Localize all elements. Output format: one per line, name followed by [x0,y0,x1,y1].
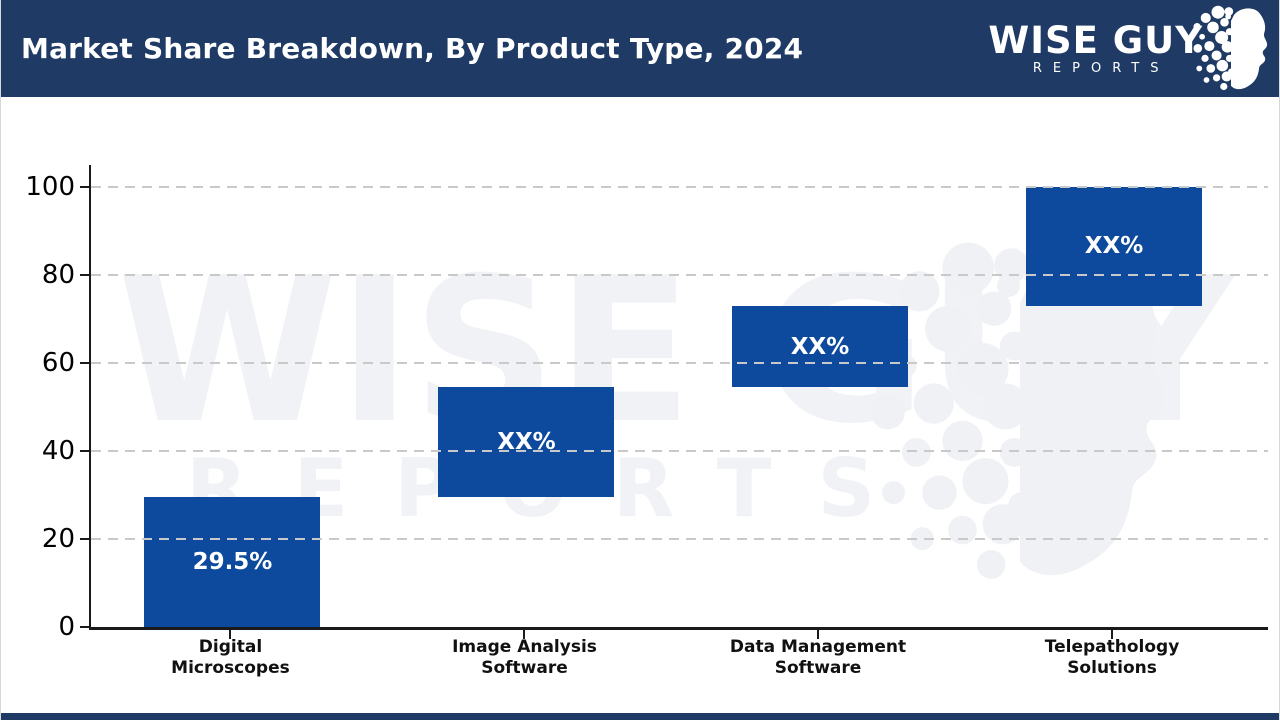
logo-wordmark: WISE GUY [988,19,1203,62]
x-tick-mark [817,630,820,639]
gridline-100 [91,186,1268,188]
x-category-label: Image Analysis Software [364,637,684,679]
y-tick-mark [80,626,89,628]
gridline-40 [91,450,1268,452]
bar-value-label: 29.5% [192,549,273,576]
waterfall-bar-2: XX% [438,387,615,498]
x-category-label-line2: Software [774,658,862,678]
logo-face-icon [1193,5,1268,90]
x-category-label-line1: Digital [198,637,263,657]
y-tick-label: 20 [41,524,75,554]
x-tick-mark [229,630,232,639]
y-tick-mark [80,274,89,276]
y-tick-label: 0 [58,612,75,642]
x-category-label-line2: Solutions [1067,658,1157,678]
y-tick-label: 40 [41,436,75,466]
chart-title: Market Share Breakdown, By Product Type,… [21,32,804,65]
y-tick-mark [80,362,89,364]
x-category-label-line2: Microscopes [171,658,290,678]
wise-guy-logo: WISE GUY REPORTS [988,5,1273,93]
x-category-label-line2: Software [481,658,568,678]
waterfall-bar-4: XX% [1026,187,1203,306]
x-category-label: Digital Microscopes [70,637,390,679]
x-category-label: Telepathology Solutions [952,637,1272,679]
y-tick-mark [80,450,89,452]
footer-bar [1,713,1279,720]
y-tick-label: 80 [41,260,75,290]
y-tick-label: 60 [41,348,75,378]
x-category-label: Data Management Software [658,637,978,679]
plot-area: 29.5% XX% XX% XX% [89,165,1268,630]
x-category-label-line1: Telepathology [1044,637,1180,657]
gridline-80 [91,274,1268,276]
x-category-label-line1: Image Analysis [452,637,597,657]
x-category-label-line1: Data Management [729,637,907,657]
header-bar: Market Share Breakdown, By Product Type,… [1,0,1279,97]
bar-value-label: XX% [790,333,850,360]
y-tick-mark [80,538,89,540]
y-tick-mark [80,186,89,188]
gridline-60 [91,362,1268,364]
waterfall-bar-1: 29.5% [144,497,321,627]
logo-subtitle: REPORTS [1032,61,1170,76]
y-tick-label: 100 [25,172,75,202]
chart-area: WISE GUY REPORTS 29.5%XX%XX%XX% 02040608… [1,97,1279,713]
waterfall-bar-3: XX% [732,305,909,388]
x-tick-mark [523,630,526,639]
x-tick-mark [1111,630,1114,639]
bar-value-label: XX% [1084,233,1144,260]
gridline-20 [91,538,1268,540]
